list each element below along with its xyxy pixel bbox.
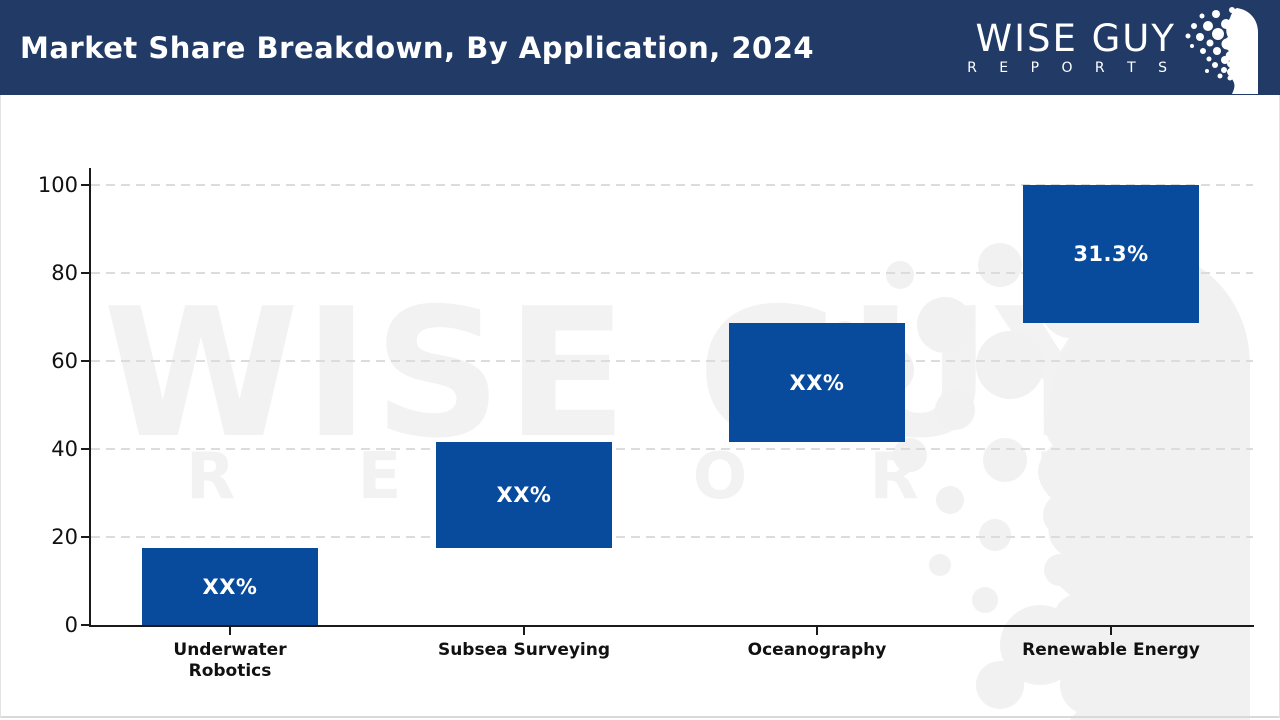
y-tick-label-40: 40 xyxy=(51,437,78,461)
x-tick-mark-subsea-surveying xyxy=(523,627,525,635)
bar-value-label-renewable-energy: 31.3% xyxy=(1073,241,1149,266)
y-tick-label-20: 20 xyxy=(51,525,78,549)
gridline-20 xyxy=(91,536,1253,538)
y-tick-mark-100 xyxy=(81,184,90,186)
x-axis-label-subsea-surveying: Subsea Surveying xyxy=(437,640,611,660)
x-axis-spine xyxy=(89,625,1254,627)
y-tick-mark-60 xyxy=(81,360,90,362)
bar-underwater-robotics: XX% xyxy=(142,548,318,625)
gridline-100 xyxy=(91,184,1253,186)
y-tick-label-80: 80 xyxy=(51,261,78,285)
bar-value-label-oceanography: XX% xyxy=(789,370,845,395)
y-tick-mark-80 xyxy=(81,272,90,274)
bar-subsea-surveying: XX% xyxy=(436,442,612,548)
chart-title: Market Share Breakdown, By Application, … xyxy=(20,30,815,65)
y-tick-mark-0 xyxy=(81,624,90,626)
brand-name: WISE GUY xyxy=(975,16,1176,60)
x-tick-mark-underwater-robotics xyxy=(229,627,231,635)
brand-logo: WISE GUY R E P O R T S xyxy=(967,0,1266,95)
y-tick-label-60: 60 xyxy=(51,349,78,373)
x-axis-label-renewable-energy: Renewable Energy xyxy=(1022,640,1200,660)
gridline-40 xyxy=(91,448,1253,450)
brand-face-icon xyxy=(1185,6,1258,94)
gridline-60 xyxy=(91,360,1253,362)
x-tick-mark-oceanography xyxy=(816,627,818,635)
bar-oceanography: XX% xyxy=(729,322,905,443)
y-axis-spine xyxy=(89,168,91,627)
gridline-80 xyxy=(91,272,1253,274)
y-tick-mark-40 xyxy=(81,448,90,450)
plot-area: WISE GUY R E P O R T S 0 20 40 60 80 100 Under… xyxy=(0,95,1280,720)
x-axis-label-oceanography: Oceanography xyxy=(747,640,887,660)
x-tick-mark-renewable-energy xyxy=(1110,627,1112,635)
brand-subname: R E P O R T S xyxy=(967,59,1176,76)
bar-value-label-subsea-surveying: XX% xyxy=(496,483,552,508)
bottom-frame-line xyxy=(0,716,1280,718)
x-axis-label-underwater-robotics: Underwater Robotics xyxy=(173,640,287,682)
bar-value-label-underwater-robotics: XX% xyxy=(202,574,258,599)
y-tick-mark-20 xyxy=(81,536,90,538)
y-tick-label-0: 0 xyxy=(64,613,78,637)
brand-logo-text: WISE GUY R E P O R T S xyxy=(967,20,1176,76)
header-band: Market Share Breakdown, By Application, … xyxy=(0,0,1280,95)
y-tick-label-100: 100 xyxy=(37,173,78,197)
left-frame-line xyxy=(0,95,1,718)
bar-renewable-energy: 31.3% xyxy=(1023,185,1199,323)
